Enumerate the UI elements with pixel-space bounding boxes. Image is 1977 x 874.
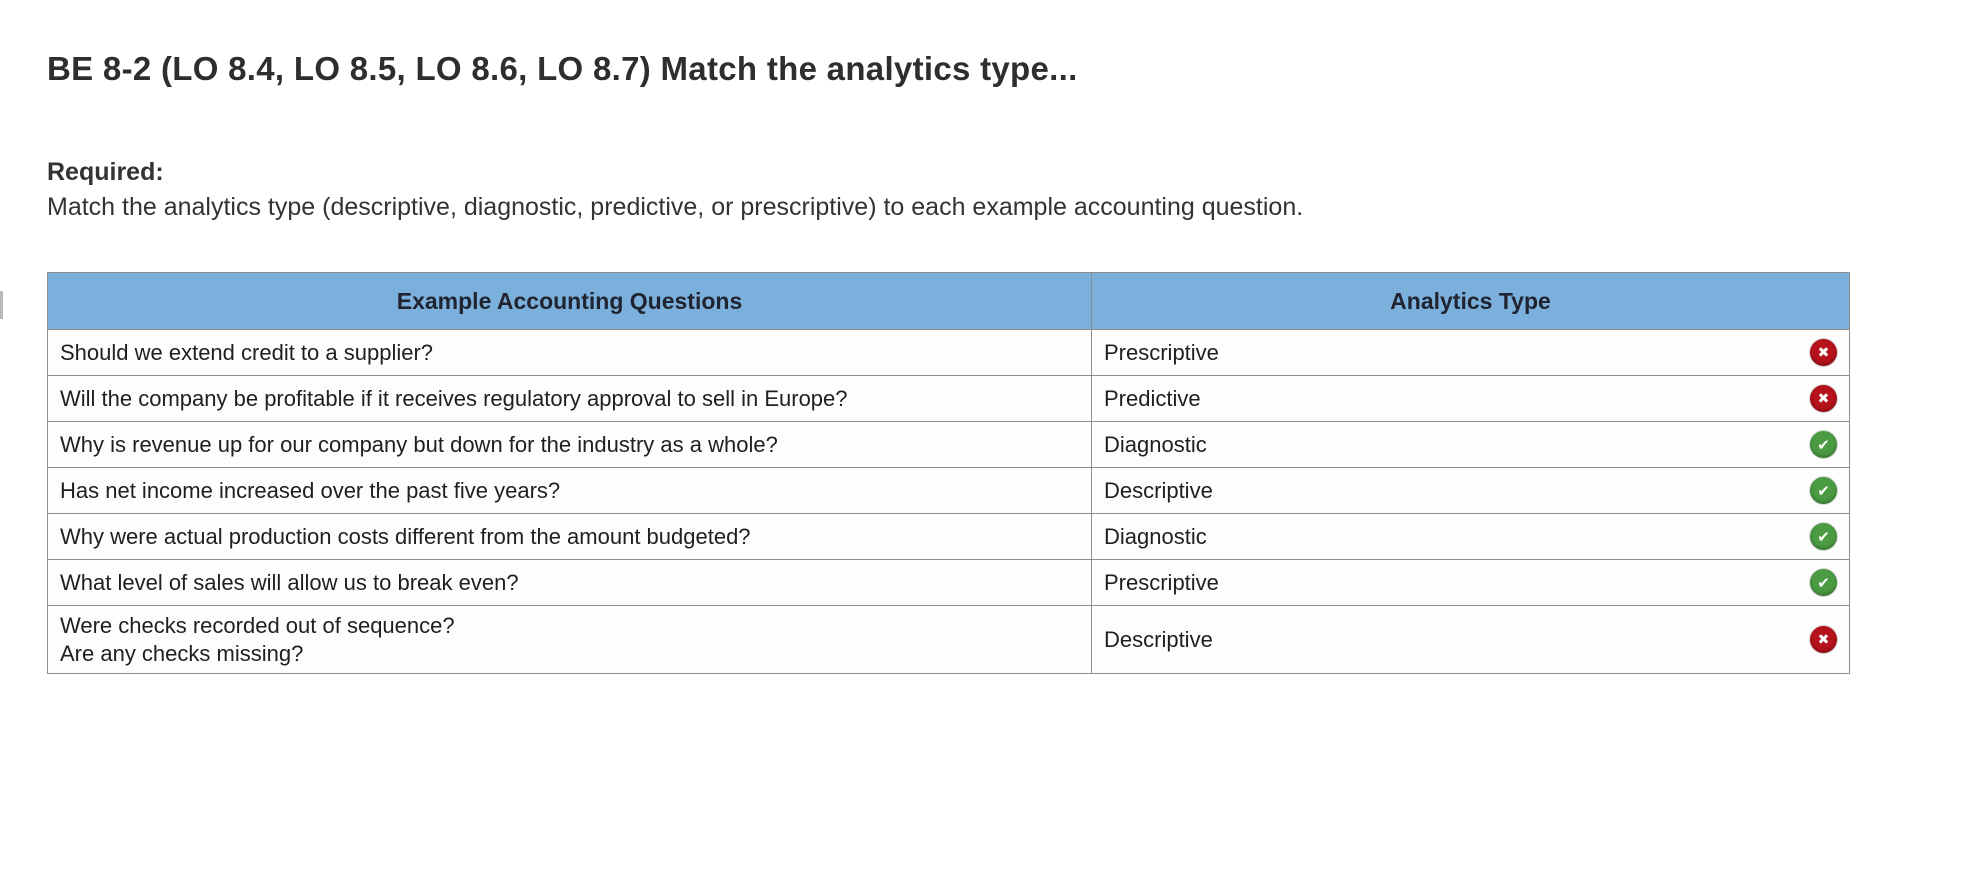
table-row: What level of sales will allow us to bre… [47,559,1850,606]
answer-text: Predictive [1104,385,1201,411]
page-title: BE 8-2 (LO 8.4, LO 8.5, LO 8.6, LO 8.7) … [47,50,1078,87]
answer-text: Prescriptive [1104,339,1219,365]
answer-cell: Diagnostic [1091,513,1850,560]
question-cell: Were checks recorded out of sequence? Ar… [47,605,1092,674]
answer-cell: Diagnostic [1091,421,1850,468]
required-label: Required: [47,158,164,186]
column-header-analytics-type: Analytics Type [1091,272,1850,330]
page-edge-marker [0,291,3,319]
answers-table: Example Accounting Questions Analytics T… [47,272,1850,674]
question-cell: Why were actual production costs differe… [47,513,1092,560]
correct-icon [1810,431,1837,458]
incorrect-icon [1810,339,1837,366]
question-cell: Should we extend credit to a supplier? [47,329,1092,376]
correct-icon [1810,477,1837,504]
answer-cell: Predictive [1091,375,1850,422]
answer-cell: Prescriptive [1091,329,1850,376]
incorrect-icon [1810,385,1837,412]
question-cell: Why is revenue up for our company but do… [47,421,1092,468]
exercise-page: BE 8-2 (LO 8.4, LO 8.5, LO 8.6, LO 8.7) … [0,0,1977,674]
answer-text: Diagnostic [1104,431,1207,457]
table-row: Should we extend credit to a supplier? P… [47,329,1850,376]
table-header-row: Example Accounting Questions Analytics T… [47,272,1850,330]
question-cell: Has net income increased over the past f… [47,467,1092,514]
table-row: Has net income increased over the past f… [47,467,1850,514]
answer-cell: Descriptive [1091,467,1850,514]
answer-cell: Prescriptive [1091,559,1850,606]
table-row: Were checks recorded out of sequence? Ar… [47,605,1850,674]
answer-text: Descriptive [1104,626,1213,652]
correct-icon [1810,569,1837,596]
table-row: Will the company be profitable if it rec… [47,375,1850,422]
answer-text: Diagnostic [1104,523,1207,549]
question-cell: What level of sales will allow us to bre… [47,559,1092,606]
answer-text: Descriptive [1104,477,1213,503]
answer-text: Prescriptive [1104,569,1219,595]
answer-cell: Descriptive [1091,605,1850,674]
instruction-text: Match the analytics type (descriptive, d… [47,193,1304,221]
column-header-questions: Example Accounting Questions [47,272,1092,330]
correct-icon [1810,523,1837,550]
table-row: Why were actual production costs differe… [47,513,1850,560]
incorrect-icon [1810,626,1837,653]
table-row: Why is revenue up for our company but do… [47,421,1850,468]
question-cell: Will the company be profitable if it rec… [47,375,1092,422]
